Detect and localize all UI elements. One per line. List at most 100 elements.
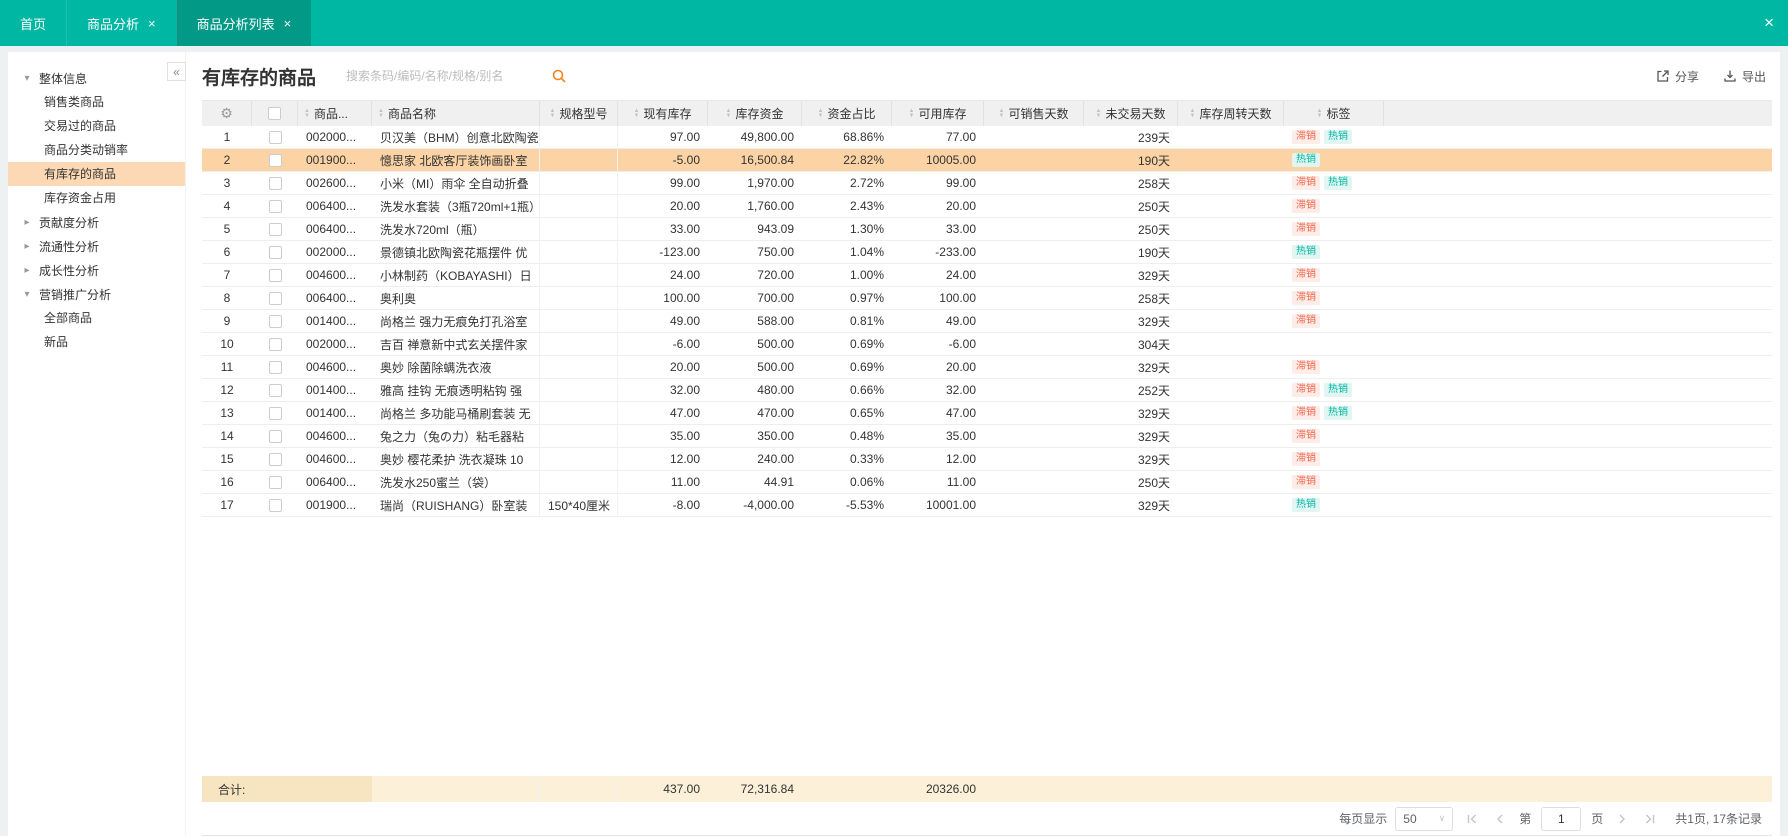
table-row[interactable]: 3 002600... 小米（MI）雨伞 全自动折叠 99.00 1,970.00 2.7… xyxy=(202,172,1772,195)
cell-turn xyxy=(1178,494,1284,516)
row-checkbox[interactable] xyxy=(268,153,282,167)
column-header-code[interactable]: ▲ ▼ 商品... xyxy=(298,101,372,126)
select-all-checkbox[interactable] xyxy=(268,107,281,120)
table-row[interactable]: 15 004600... 奥妙 樱花柔护 洗衣凝珠 10 12.00 240.00 0.3… xyxy=(202,448,1772,471)
window-close-icon[interactable]: × xyxy=(1764,13,1774,32)
sort-icon[interactable]: ▲ ▼ xyxy=(304,108,310,119)
row-filler xyxy=(1384,425,1772,447)
column-header-spec[interactable]: ▲ ▼ 规格型号 xyxy=(540,101,618,126)
sidebar-item[interactable]: 库存资金占用 xyxy=(44,191,117,205)
search-icon[interactable] xyxy=(551,68,567,84)
column-header-fund[interactable]: ▲ ▼ 库存资金 xyxy=(708,101,802,126)
table-row[interactable]: 4 006400... 洗发水套装（3瓶720ml+1瓶） 20.00 1,760.00… xyxy=(202,195,1772,218)
cell-avail: -233.00 xyxy=(935,245,976,259)
row-checkbox[interactable] xyxy=(268,291,282,305)
sidebar-group[interactable]: ▾ 营销推广分析 xyxy=(8,282,185,306)
column-header-sell[interactable]: ▲ ▼ 可销售天数 xyxy=(984,101,1084,126)
row-checkbox[interactable] xyxy=(268,429,282,443)
table-row[interactable]: 17 001900... 瑞尚（RUISHANG）卧室装 150*40厘米 -8.00 -… xyxy=(202,494,1772,517)
column-header-turn[interactable]: ▲ ▼ 库存周转天数 xyxy=(1178,101,1284,126)
column-header-avail[interactable]: ▲ ▼ 可用库存 xyxy=(892,101,984,126)
total-row: 合计: 437.00 72,316.84 20326.00 xyxy=(202,776,1772,802)
table-row[interactable]: 9 001400... 尚格兰 强力无痕免打孔浴室 49.00 588.00 0.81% 4… xyxy=(202,310,1772,333)
table-row[interactable]: 11 004600... 奥妙 除菌除螨洗衣液 20.00 500.00 0.69% 20.… xyxy=(202,356,1772,379)
topbar-tab[interactable]: 商品分析列表 × xyxy=(175,0,312,46)
table-row[interactable]: 5 006400... 洗发水720ml（瓶） 33.00 943.09 1.30% 33.… xyxy=(202,218,1772,241)
search-input[interactable] xyxy=(346,69,542,83)
sort-icon[interactable]: ▲ ▼ xyxy=(726,108,732,119)
cell-fund: 943.09 xyxy=(757,222,794,236)
sort-icon[interactable]: ▲ ▼ xyxy=(818,108,824,119)
sidebar-item[interactable]: 全部商品 xyxy=(44,311,93,325)
column-header-tags[interactable]: ▲ ▼ 标签 xyxy=(1284,101,1384,126)
sidebar-item[interactable]: 销售类商品 xyxy=(44,95,105,109)
sort-icon[interactable]: ▲ ▼ xyxy=(550,108,556,119)
sort-icon[interactable]: ▲ ▼ xyxy=(1317,108,1323,119)
sidebar-item[interactable]: 交易过的商品 xyxy=(44,119,117,133)
table-row[interactable]: 1 002000... 贝汉美（BHM）创意北欧陶瓷 97.00 49,800.00 68… xyxy=(202,126,1772,149)
row-checkbox[interactable] xyxy=(268,199,282,213)
row-checkbox[interactable] xyxy=(268,383,282,397)
sort-icon[interactable]: ▲ ▼ xyxy=(1190,108,1196,119)
sort-icon[interactable]: ▲ ▼ xyxy=(999,108,1005,119)
sidebar-item[interactable]: 商品分类动销率 xyxy=(44,143,129,157)
tab-close-icon[interactable]: × xyxy=(283,15,292,31)
table-row[interactable]: 10 002000... 吉百 禅意新中式玄关摆件家 -6.00 500.00 0.69%… xyxy=(202,333,1772,356)
page-number-input[interactable] xyxy=(1541,806,1582,831)
column-header-ratio[interactable]: ▲ ▼ 资金占比 xyxy=(802,101,892,126)
page-size-select[interactable]: 50 ∨ xyxy=(1395,806,1454,831)
sidebar-group[interactable]: ▸ 成长性分析 xyxy=(8,258,185,282)
row-checkbox[interactable] xyxy=(268,498,282,512)
row-checkbox[interactable] xyxy=(268,337,282,351)
row-filler xyxy=(1384,310,1772,332)
table-row[interactable]: 6 002000... 景德镇北欧陶瓷花瓶摆件 优 -123.00 750.00 1.04… xyxy=(202,241,1772,264)
row-checkbox[interactable] xyxy=(268,176,282,190)
column-header-notrade[interactable]: ▲ ▼ 未交易天数 xyxy=(1084,101,1178,126)
table-row[interactable]: 16 006400... 洗发水250蜜兰（袋） 11.00 44.91 0.06% 11.… xyxy=(202,471,1772,494)
cell-name: 小林制药（KOBAYASHI）日 xyxy=(372,264,540,286)
sidebar-item[interactable]: 新品 xyxy=(44,335,69,349)
table-row[interactable]: 7 004600... 小林制药（KOBAYASHI）日 24.00 720.00 1.0… xyxy=(202,264,1772,287)
sort-icon[interactable]: ▲ ▼ xyxy=(1096,108,1102,119)
sort-icon[interactable]: ▲ ▼ xyxy=(909,108,915,119)
sort-icon[interactable]: ▲ ▼ xyxy=(378,108,384,119)
table-row[interactable]: 8 006400... 奥利奥 100.00 700.00 0.97% 100.00 258天… xyxy=(202,287,1772,310)
sidebar-group[interactable]: ▸ 流通性分析 xyxy=(8,234,185,258)
row-checkbox[interactable] xyxy=(268,360,282,374)
row-index: 17 xyxy=(220,498,234,512)
topbar-tab[interactable]: 商品分析 × xyxy=(66,0,176,46)
gear-icon[interactable]: ⚙ xyxy=(220,105,233,121)
next-page-icon[interactable] xyxy=(1613,812,1631,826)
row-checkbox[interactable] xyxy=(268,314,282,328)
tab-close-icon[interactable]: × xyxy=(148,15,156,31)
table-row[interactable]: 14 004600... 兔之力（兔の力）粘毛器粘 35.00 350.00 0.48% 3… xyxy=(202,425,1772,448)
cell-stock: 97.00 xyxy=(669,130,700,144)
sidebar-collapse-button[interactable]: « xyxy=(167,62,186,81)
prev-page-icon[interactable] xyxy=(1491,812,1509,826)
column-header-stock[interactable]: ▲ ▼ 现有库存 xyxy=(618,101,708,126)
topbar-tab[interactable]: 首页 xyxy=(0,0,66,46)
row-checkbox-cell xyxy=(252,425,298,447)
row-checkbox[interactable] xyxy=(268,268,282,282)
share-button[interactable]: 分享 xyxy=(1656,68,1699,85)
last-page-icon[interactable] xyxy=(1641,812,1659,826)
row-checkbox[interactable] xyxy=(268,245,282,259)
row-checkbox[interactable] xyxy=(268,130,282,144)
row-checkbox[interactable] xyxy=(268,222,282,236)
sort-icon[interactable]: ▲ ▼ xyxy=(634,108,640,119)
row-filler xyxy=(1384,471,1772,493)
sidebar-group[interactable]: ▾ 整体信息 xyxy=(8,66,185,90)
row-checkbox[interactable] xyxy=(268,475,282,489)
first-page-icon[interactable] xyxy=(1463,812,1481,826)
cell-sell xyxy=(984,402,1084,424)
sidebar-group[interactable]: ▸ 贡献度分析 xyxy=(8,210,185,234)
export-button[interactable]: 导出 xyxy=(1723,68,1766,85)
table-row[interactable]: 12 001400... 雅高 挂钩 无痕透明粘钩 强 32.00 480.00 0.66… xyxy=(202,379,1772,402)
row-checkbox[interactable] xyxy=(268,452,282,466)
table-row[interactable]: 2 001900... 憶思家 北欧客厅装饰画卧室 -5.00 16,500.84 22.… xyxy=(202,149,1772,172)
column-header-name[interactable]: ▲ ▼ 商品名称 xyxy=(372,101,540,126)
row-checkbox[interactable] xyxy=(268,406,282,420)
row-checkbox-cell xyxy=(252,448,298,470)
sidebar-item[interactable]: 有库存的商品 xyxy=(8,162,185,186)
table-row[interactable]: 13 001400... 尚格兰 多功能马桶刷套装 无 47.00 470.00 0.65… xyxy=(202,402,1772,425)
